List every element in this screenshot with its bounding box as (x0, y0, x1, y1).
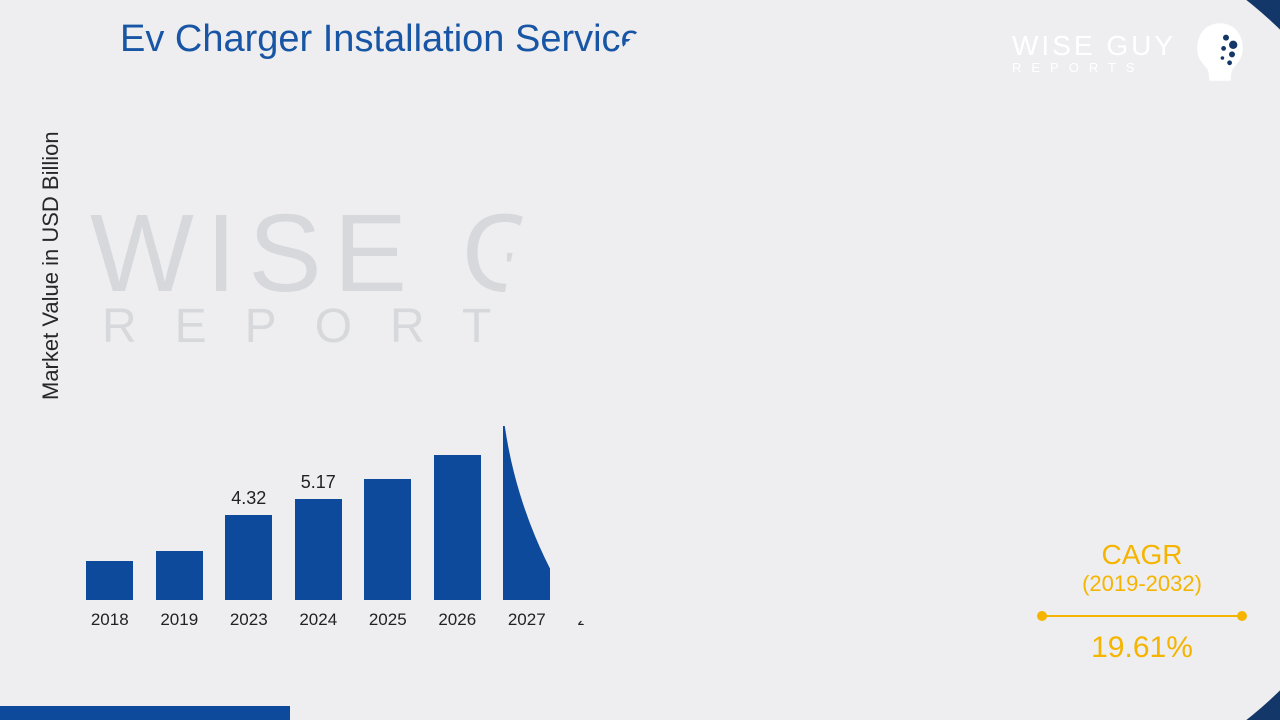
bar (434, 455, 481, 600)
bar-group: 4.32 (214, 515, 284, 600)
bottom-stripe (0, 706, 290, 720)
x-tick-label: 2019 (145, 610, 215, 630)
bar-group (75, 561, 145, 600)
bar (86, 561, 133, 600)
bar (156, 551, 203, 600)
bar-group (145, 551, 215, 600)
logo-text: WISE GUY REPORTS (1012, 30, 1176, 75)
x-tick-label: 2024 (284, 610, 354, 630)
x-tick-label: 2023 (214, 610, 284, 630)
y-axis-label: Market Value in USD Billion (38, 131, 64, 400)
bar (295, 499, 342, 600)
cagr-title: CAGR (1042, 539, 1242, 571)
cagr-divider (1042, 615, 1242, 617)
cagr-block: CAGR (2019-2032) 19.61% (1042, 539, 1242, 665)
x-tick-label: 2018 (75, 610, 145, 630)
bar-value-label: 5.17 (284, 472, 354, 493)
page: WISE GUY REPORTS Ev Charger Installation… (0, 0, 1280, 720)
bar-value-label: 4.32 (214, 488, 284, 509)
bar-group: 5.17 (284, 499, 354, 600)
x-tick-label: 2027 (492, 610, 562, 630)
bar (364, 479, 411, 600)
bar-group (423, 455, 493, 600)
cagr-range: (2019-2032) (1042, 571, 1242, 597)
brand-logo: WISE GUY REPORTS (1012, 22, 1250, 82)
cagr-value: 19.61% (1042, 631, 1242, 665)
right-panel: WISE GUY REPORTS CAGR (2019-2032) 19.61% (970, 0, 1280, 720)
logo-line2: REPORTS (1012, 60, 1176, 75)
bar-group (353, 479, 423, 600)
logo-line1: WISE GUY (1012, 30, 1176, 62)
bar (225, 515, 272, 600)
x-tick-label: 2026 (423, 610, 493, 630)
x-tick-label: 2025 (353, 610, 423, 630)
logo-head-icon (1190, 22, 1250, 82)
